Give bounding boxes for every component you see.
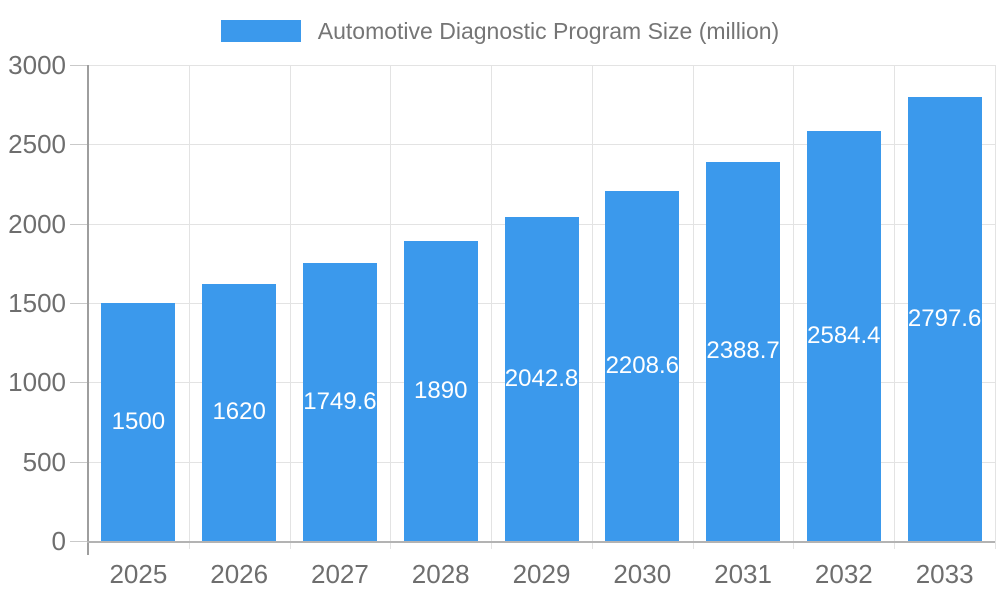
gridline-vertical — [390, 65, 392, 549]
x-tick-label: 2029 — [512, 559, 571, 589]
y-tick-label: 500 — [22, 446, 66, 477]
gridline-vertical — [793, 65, 795, 549]
y-tick-label: 0 — [51, 526, 66, 556]
y-axis-tick — [70, 461, 88, 463]
gridline-horizontal — [88, 144, 995, 146]
x-tick-label: 2032 — [814, 559, 873, 589]
y-axis-tick — [70, 65, 88, 66]
y-axis-tick — [70, 541, 88, 542]
bar-2027[interactable] — [302, 263, 377, 541]
gridline-vertical — [692, 65, 694, 549]
y-tick-label: 1500 — [8, 288, 66, 318]
y-tick-label: 2000 — [8, 208, 66, 239]
x-axis-line — [87, 541, 995, 543]
gridline-vertical — [491, 65, 493, 549]
x-tick-label: 2030 — [613, 559, 672, 589]
bar-2033[interactable] — [907, 97, 982, 541]
bar-2029[interactable] — [504, 216, 579, 541]
y-axis-tick — [70, 144, 88, 146]
y-axis-tick — [70, 223, 88, 225]
y-tick-label: 3000 — [8, 50, 66, 80]
x-tick-label: 2027 — [311, 559, 369, 589]
x-tick-label: 2033 — [915, 559, 974, 589]
gridline-vertical — [289, 65, 291, 549]
legend-label: Automotive Diagnostic Program Size (mill… — [317, 17, 780, 44]
y-tick-label: 1000 — [8, 367, 66, 398]
y-axis-tick — [70, 303, 88, 304]
bar-2032[interactable] — [806, 130, 881, 541]
legend-swatch-icon — [220, 20, 301, 42]
bar-2026[interactable] — [202, 283, 277, 541]
gridline-horizontal — [88, 65, 995, 66]
x-tick-label: 2025 — [109, 559, 168, 589]
gridline-vertical — [894, 65, 896, 549]
x-tick-label: 2028 — [411, 559, 470, 589]
chart-legend-item[interactable]: Automotive Diagnostic Program Size (mill… — [0, 12, 1000, 50]
y-axis-line — [87, 65, 89, 555]
bar-2028[interactable] — [403, 241, 478, 541]
x-tick-label: 2026 — [210, 559, 269, 589]
bar-2025[interactable] — [101, 303, 176, 541]
x-tick-label: 2031 — [714, 559, 772, 589]
bar-2030[interactable] — [605, 190, 680, 541]
y-tick-label: 2500 — [8, 129, 66, 160]
gridline-vertical — [188, 65, 190, 549]
bar-2031[interactable] — [706, 161, 781, 541]
gridline-vertical — [995, 65, 996, 549]
gridline-vertical — [591, 65, 593, 549]
y-axis-tick — [70, 382, 88, 384]
